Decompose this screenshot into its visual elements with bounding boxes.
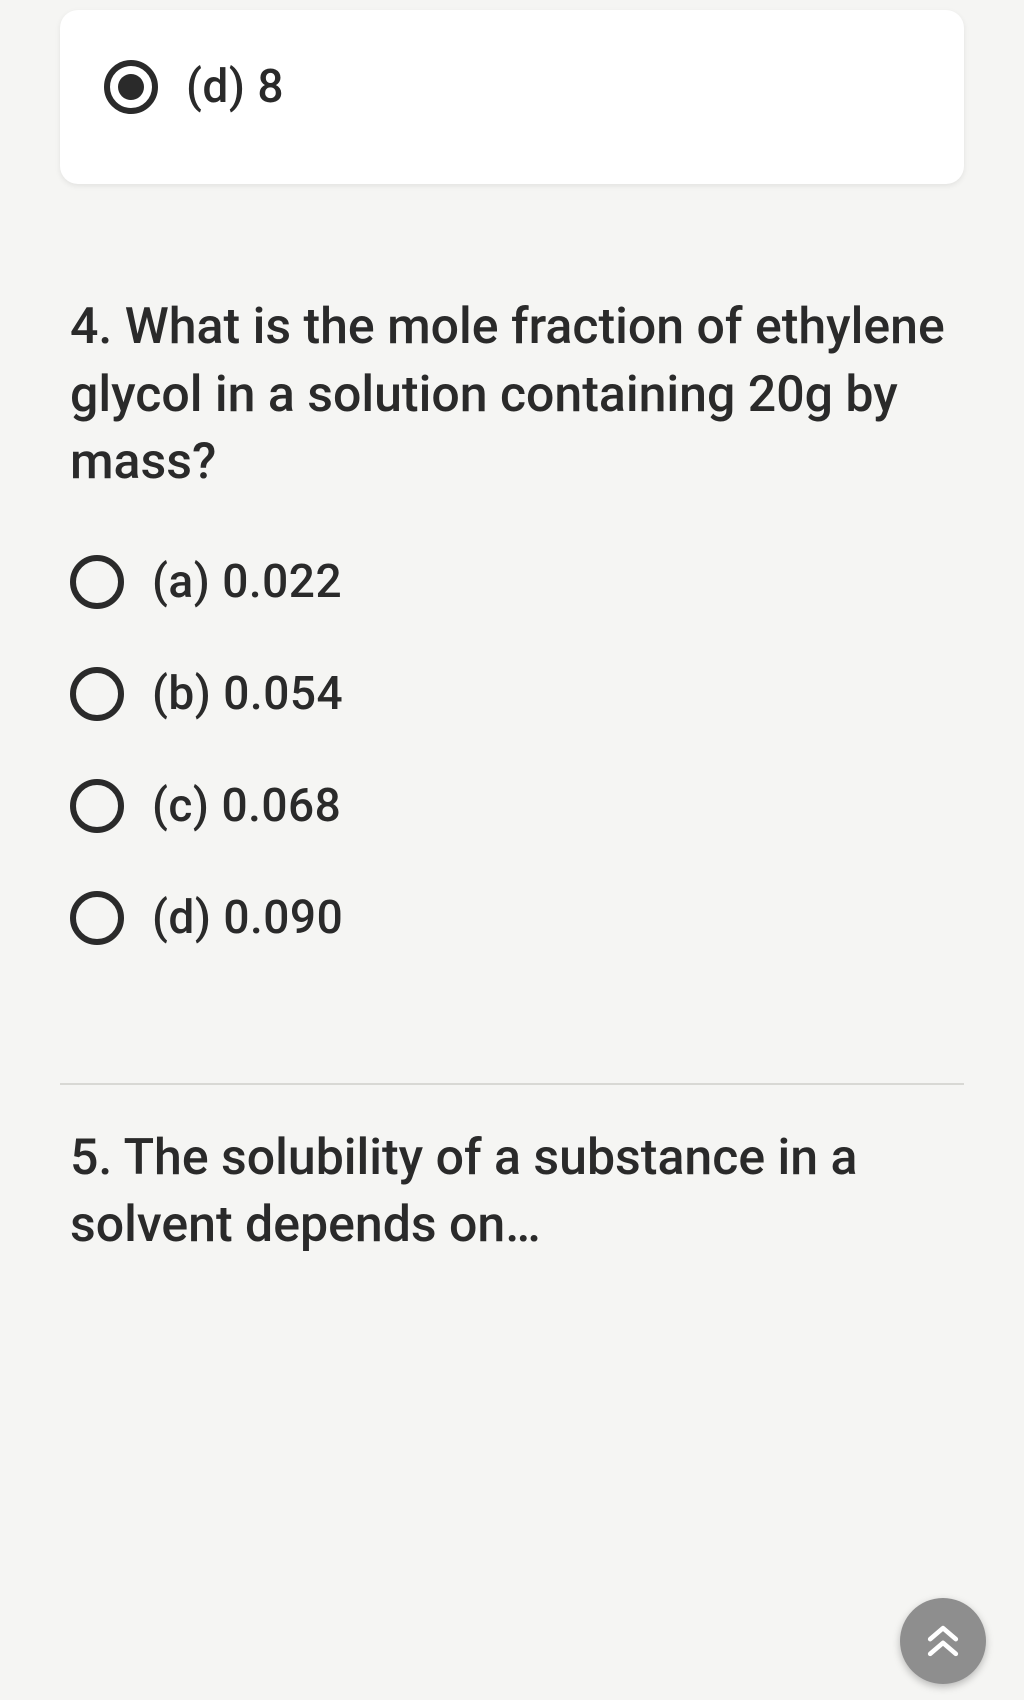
quiz-page: (d) 8 4. What is the mole fraction of et… xyxy=(0,10,1024,1700)
option-d-row[interactable]: (d) 0.090 xyxy=(70,891,954,945)
previous-question-card: (d) 8 xyxy=(60,10,964,184)
option-b-label: (b) 0.054 xyxy=(152,667,343,721)
radio-unselected-icon[interactable] xyxy=(70,555,124,609)
option-a-label: (a) 0.022 xyxy=(152,555,342,609)
prev-option-d-row[interactable]: (d) 8 xyxy=(104,60,920,114)
option-a-row[interactable]: (a) 0.022 xyxy=(70,555,954,609)
prev-option-d-label: (d) 8 xyxy=(186,60,284,114)
option-d-label: (d) 0.090 xyxy=(152,891,343,945)
question-divider xyxy=(60,1083,964,1085)
question-4-text: 4. What is the mole fraction of ethylene… xyxy=(70,294,954,497)
question-5-text: 5. The solubility of a substance in a so… xyxy=(70,1125,954,1260)
radio-unselected-icon[interactable] xyxy=(70,891,124,945)
scroll-top-button[interactable] xyxy=(900,1598,986,1684)
option-c-row[interactable]: (c) 0.068 xyxy=(70,779,954,833)
question-4-options: (a) 0.022 (b) 0.054 (c) 0.068 (d) 0.090 xyxy=(70,555,954,945)
radio-unselected-icon[interactable] xyxy=(70,779,124,833)
option-c-label: (c) 0.068 xyxy=(152,779,341,833)
radio-unselected-icon[interactable] xyxy=(70,667,124,721)
radio-selected-icon[interactable] xyxy=(104,60,158,114)
question-4-block: 4. What is the mole fraction of ethylene… xyxy=(60,244,964,1013)
chevron-double-up-icon xyxy=(921,1619,965,1663)
option-b-row[interactable]: (b) 0.054 xyxy=(70,667,954,721)
question-5-block: 5. The solubility of a substance in a so… xyxy=(60,1125,964,1260)
